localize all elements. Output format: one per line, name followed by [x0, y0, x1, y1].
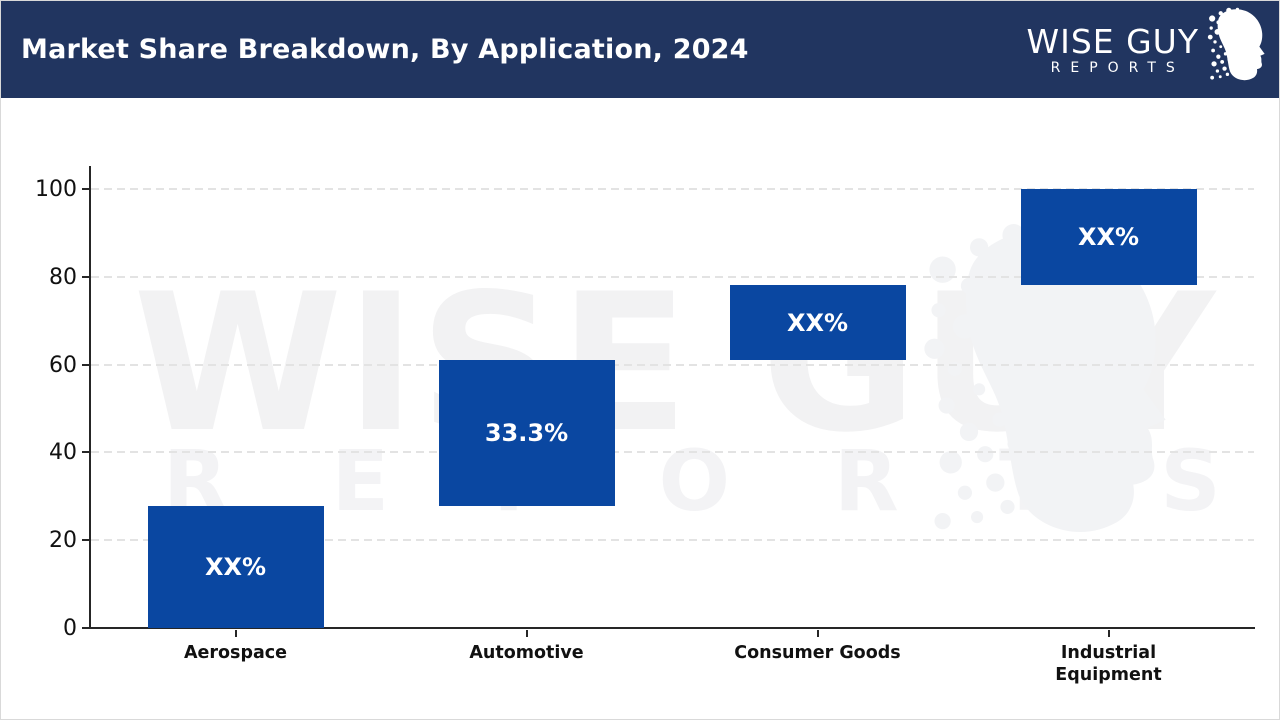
y-tick-0 [82, 627, 90, 629]
y-tick-40 [82, 451, 90, 454]
gridline-40 [91, 451, 1254, 454]
bar-value-label-aerospace: XX% [204, 553, 267, 582]
x-tick-consumer-goods [816, 630, 819, 637]
bar-aerospace [147, 506, 324, 628]
chart-plot-area: 0 20 40 60 80 100 XX% Aerospace 33.3% Automotive X… [1, 98, 1279, 719]
x-tick-aerospace [234, 630, 237, 637]
logo-subtitle: REPORTS [1050, 59, 1185, 76]
category-label-automotive: Automotive [469, 643, 584, 663]
x-tick-automotive [525, 630, 528, 637]
bar-automotive [438, 360, 615, 507]
page-title: Market Share Breakdown, By Application, … [21, 34, 749, 65]
bar-value-label-consumer-goods: XX% [786, 308, 849, 337]
bar-consumer-goods [729, 285, 906, 361]
header-bar: Market Share Breakdown, By Application, … [1, 1, 1279, 98]
y-tick-100 [82, 188, 90, 190]
y-axis-spine [89, 166, 91, 628]
bar-value-label-industrial-equipment: XX% [1077, 223, 1140, 252]
gridline-80 [91, 275, 1254, 278]
y-tick-label-20: 20 [49, 528, 77, 554]
y-tick-20 [82, 539, 90, 542]
gridline-100 [91, 188, 1254, 190]
gridline-60 [91, 363, 1254, 366]
category-label-industrial-equipment: Industrial Equipment [1055, 643, 1162, 685]
bar-value-label-automotive: 33.3% [484, 419, 569, 448]
y-tick-60 [82, 363, 90, 366]
wise-guy-logo: WISE GUY REPORTS [1026, 7, 1279, 93]
y-tick-label-60: 60 [49, 352, 77, 378]
y-tick-80 [82, 275, 90, 278]
gridline-20 [91, 539, 1254, 542]
y-tick-label-0: 0 [63, 616, 77, 641]
logo-text: WISE GUY REPORTS [1026, 25, 1199, 75]
x-axis-spine [89, 627, 1255, 629]
y-tick-label-100: 100 [35, 177, 77, 202]
logo-face-icon [1207, 7, 1265, 80]
y-tick-label-80: 80 [49, 264, 77, 290]
x-tick-industrial-equipment [1107, 630, 1110, 637]
y-tick-label-40: 40 [49, 440, 77, 466]
category-label-consumer-goods: Consumer Goods [734, 643, 901, 663]
category-label-aerospace: Aerospace [183, 643, 288, 663]
logo-wordmark: WISE GUY [1026, 21, 1199, 61]
